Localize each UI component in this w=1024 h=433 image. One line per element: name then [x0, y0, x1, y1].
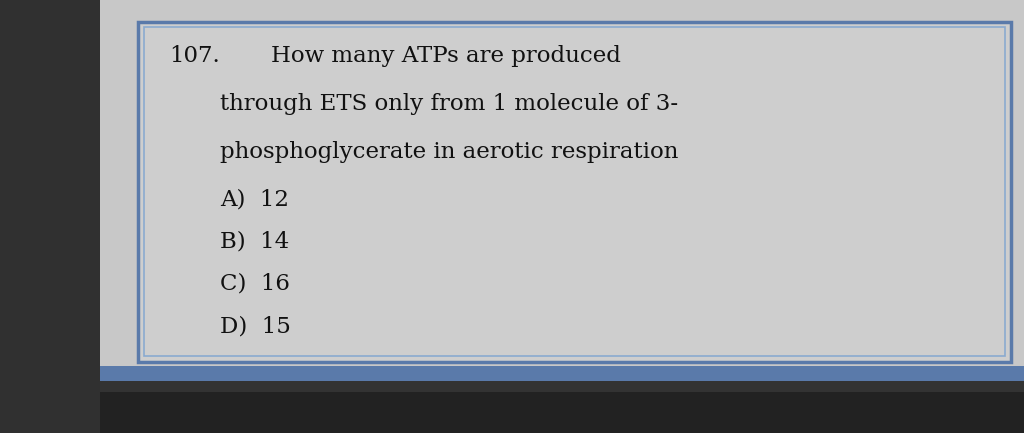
- Text: phosphoglycerate in aerotic respiration: phosphoglycerate in aerotic respiration: [220, 141, 679, 163]
- Bar: [138, 22, 1011, 362]
- Text: B)  14: B) 14: [220, 230, 290, 252]
- Bar: [100, 388, 1024, 433]
- Bar: [138, 22, 1011, 362]
- Text: How many ATPs are produced: How many ATPs are produced: [271, 45, 622, 68]
- Text: D)  15: D) 15: [220, 315, 291, 337]
- Text: A)  12: A) 12: [220, 188, 289, 210]
- Text: C)  16: C) 16: [220, 273, 290, 295]
- Text: through ETS only from 1 molecule of 3-: through ETS only from 1 molecule of 3-: [220, 93, 678, 115]
- Text: 107.: 107.: [169, 45, 220, 68]
- Bar: [0, 0, 100, 433]
- Bar: [100, 366, 1024, 381]
- Bar: [100, 381, 1024, 392]
- Bar: [144, 27, 1005, 356]
